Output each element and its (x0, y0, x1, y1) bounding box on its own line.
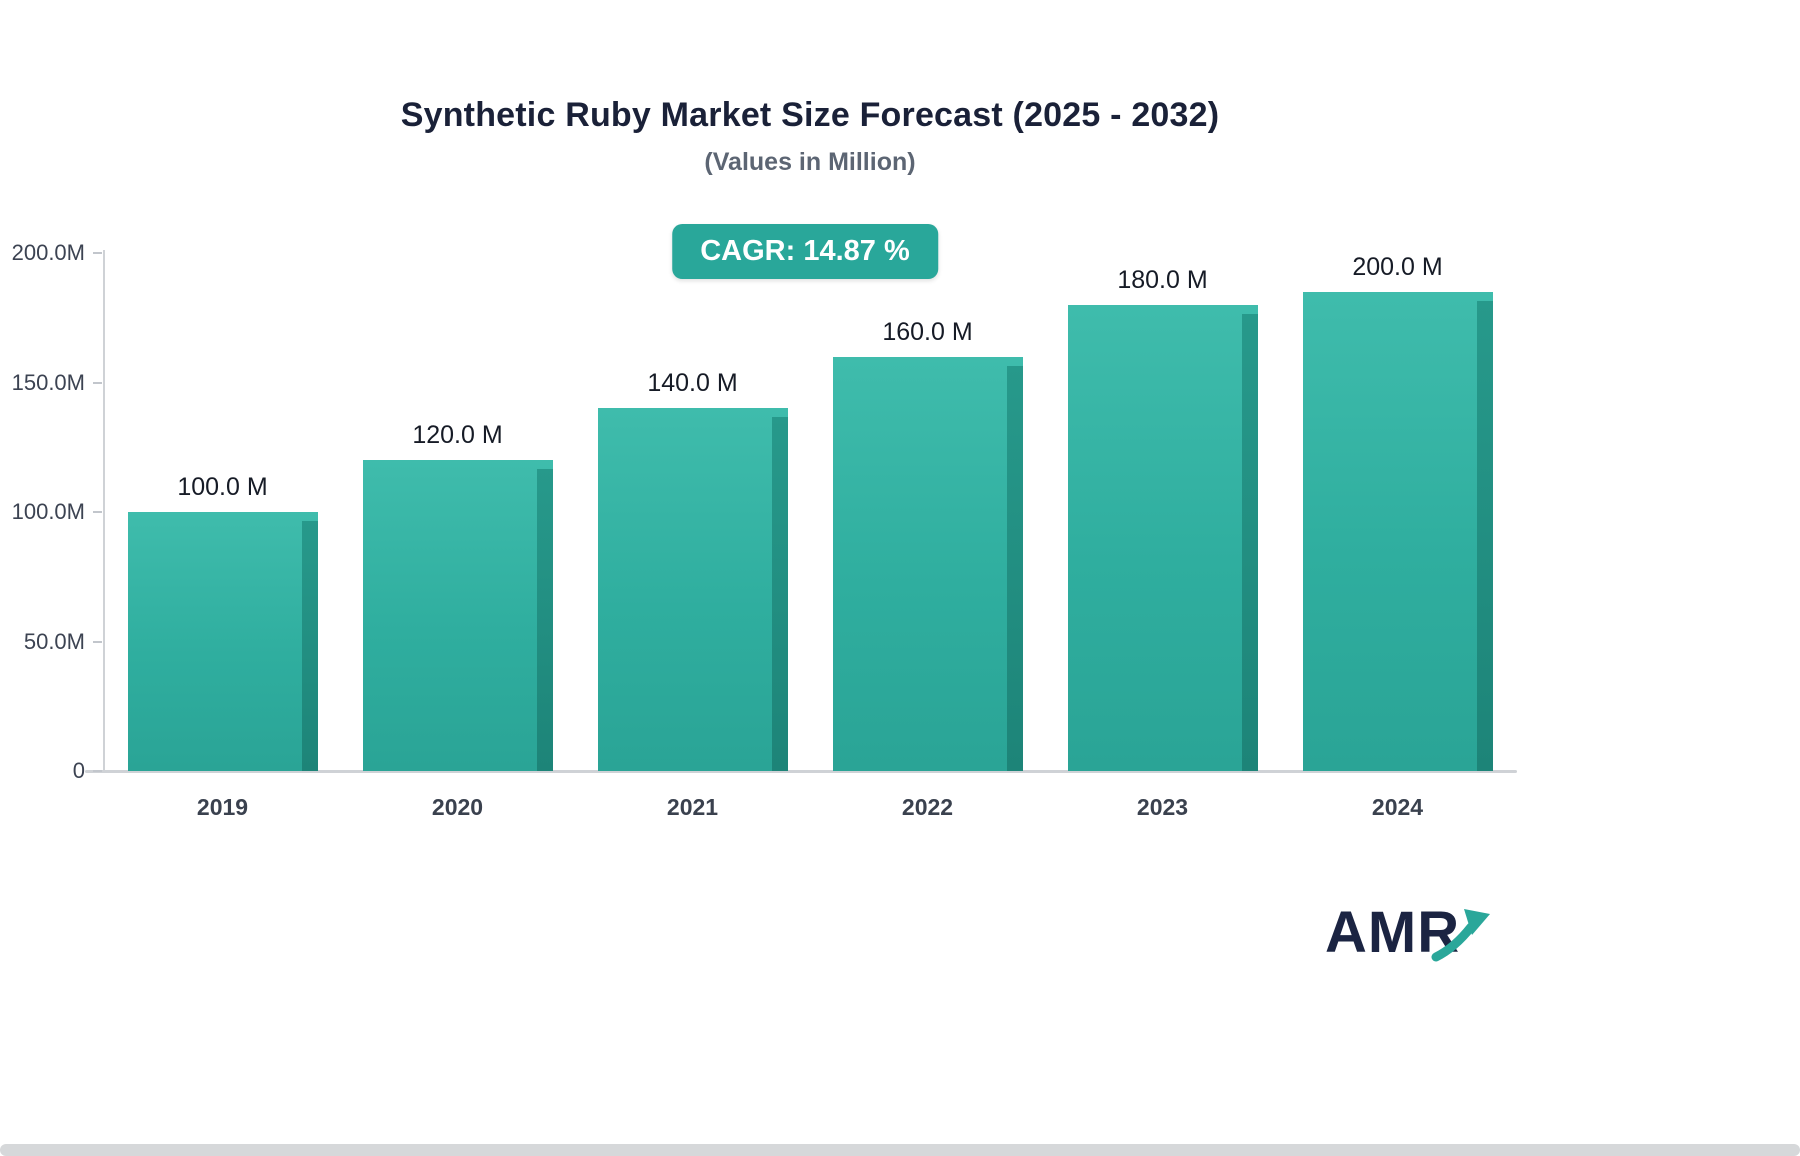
x-axis-label-2023: 2023 (1136, 794, 1189, 820)
chart-title: Synthetic Ruby Market Size Forecast (202… (400, 96, 1220, 134)
y-axis-tick (93, 511, 102, 513)
y-axis-tick-label: 100.0M (11, 499, 85, 524)
bar-2024 (1302, 292, 1493, 771)
y-axis-tick-label: 0 (72, 758, 85, 783)
x-axis-label-2022: 2022 (901, 794, 954, 820)
trend-up-arrow-icon (1430, 905, 1496, 970)
bar-side-face (1476, 301, 1493, 771)
y-axis-labels: 0 50.0M 100.0M 150.0M 200.0M (0, 240, 103, 783)
x-axis-line (85, 770, 1517, 773)
bar-side-face (536, 469, 553, 771)
bar-group-2021: 140.0 M 2021 (575, 253, 810, 820)
bar-group-2023: 180.0 M 2023 (1045, 253, 1280, 820)
bar-side-face (301, 521, 318, 771)
bar-group-2024: 200.0 M 2024 (1280, 253, 1515, 820)
bar-side-face (1006, 366, 1023, 771)
bar-2021 (597, 408, 788, 771)
bar-group-2019: 100.0 M 2019 (105, 253, 340, 820)
cagr-badge: CAGR: 14.87 % (672, 224, 938, 279)
bar-value-label: 100.0 M (177, 473, 268, 501)
y-axis-tick-label: 200.0M (11, 240, 85, 265)
x-axis-label-2020: 2020 (431, 794, 484, 820)
bar-group-2022: 160.0 M 2022 (810, 253, 1045, 820)
bar-2020 (362, 460, 553, 771)
y-axis-tick (93, 252, 102, 254)
x-axis-label-2024: 2024 (1371, 794, 1424, 820)
y-axis-tick (93, 640, 102, 643)
bar-2023 (1067, 305, 1258, 771)
y-axis-tick (93, 381, 102, 384)
plot-area: 100.0 M 2019 120.0 M 2020 140.0 M 2021 160.0 M… (105, 253, 1515, 820)
x-axis-label-2019: 2019 (196, 794, 249, 820)
bar-value-label: 120.0 M (412, 421, 503, 449)
bar-side-face (771, 417, 788, 771)
y-axis-tick-label: 150.0M (11, 369, 85, 395)
chart-subtitle: (Values in Million) (704, 148, 916, 176)
x-axis-label-2021: 2021 (666, 794, 719, 820)
bar-value-label: 140.0 M (647, 369, 738, 397)
bar-value-label: 200.0 M (1352, 253, 1443, 281)
bar-value-label: 180.0 M (1117, 266, 1208, 294)
y-axis-line (103, 250, 105, 772)
bar-2019 (127, 512, 318, 771)
y-axis-tick (93, 770, 102, 772)
bar-side-face (1241, 314, 1258, 771)
y-axis-tick-label: 50.0M (23, 628, 85, 654)
bottom-divider-bar (0, 1144, 1800, 1156)
bar-2022 (832, 357, 1023, 771)
amr-logo: AMR (1325, 895, 1496, 970)
bar-value-label: 160.0 M (882, 318, 973, 346)
bar-group-2020: 120.0 M 2020 (340, 253, 575, 820)
